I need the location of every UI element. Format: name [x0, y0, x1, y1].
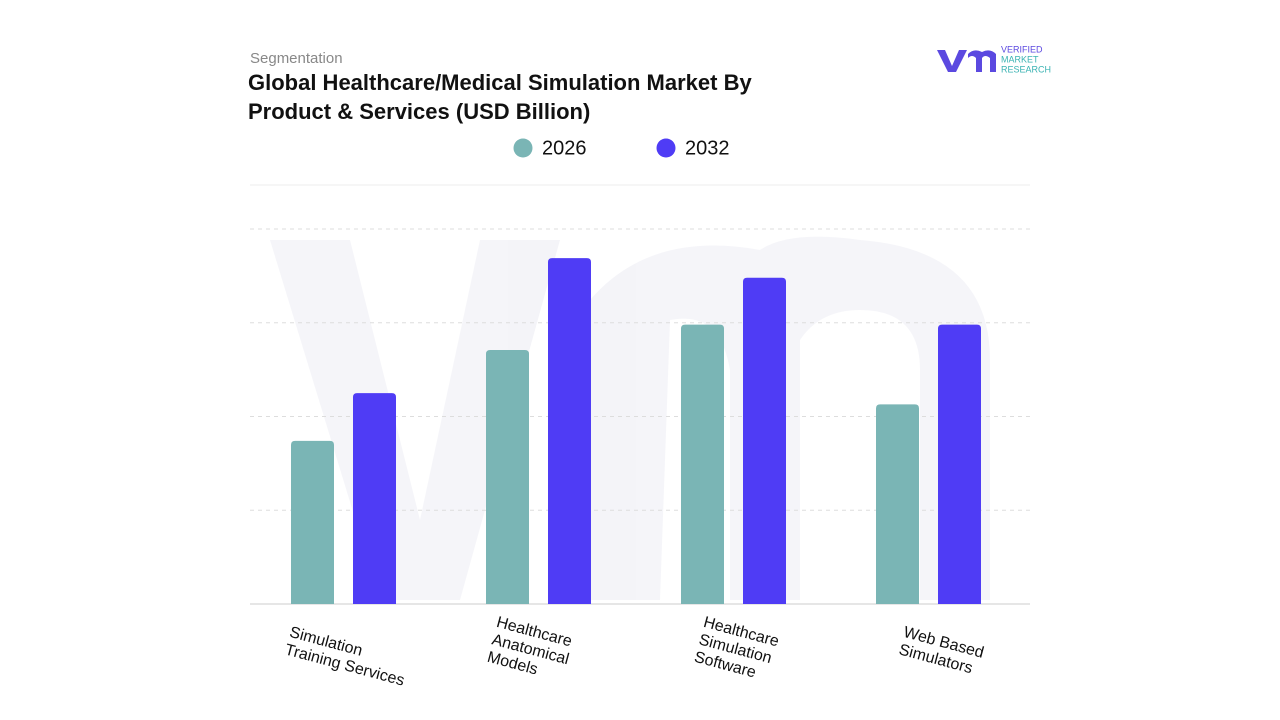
legend-swatch: [513, 138, 533, 158]
watermark: [270, 236, 990, 600]
bar: [548, 258, 591, 604]
legend-label: 2026: [542, 137, 587, 159]
bar: [353, 393, 396, 604]
logo: VERIFIED MARKET RESEARCH: [937, 44, 1051, 74]
legend-label: 2032: [685, 137, 730, 159]
bar: [681, 324, 724, 604]
bar: [743, 277, 786, 604]
bar: [938, 324, 981, 604]
chart-title: Global Healthcare/Medical Simulation Mar…: [248, 70, 752, 124]
logo-text: RESEARCH: [1001, 64, 1051, 74]
logo-text: MARKET: [1001, 54, 1039, 64]
chart-subtitle: Segmentation: [250, 50, 343, 67]
legend-swatch: [656, 138, 676, 158]
bar: [486, 349, 529, 604]
bar: [291, 440, 334, 604]
logo-text: VERIFIED: [1001, 44, 1043, 54]
bar: [876, 404, 919, 604]
